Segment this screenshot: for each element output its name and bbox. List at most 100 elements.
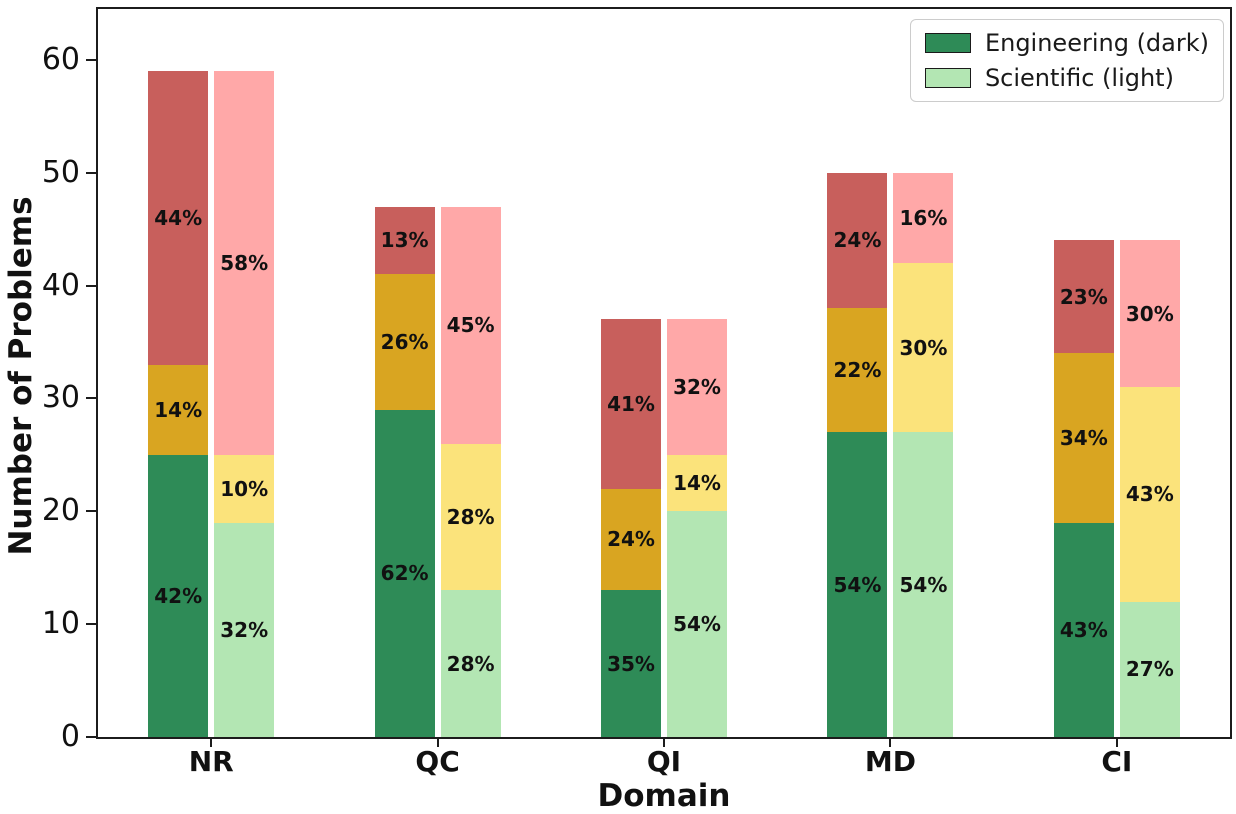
- segment-percent-label: 44%: [154, 205, 203, 230]
- segment-percent-label: 35%: [607, 651, 655, 676]
- x-tick-label-qi: QI: [646, 745, 682, 778]
- nr-engineering-segment-1: 14%: [148, 364, 209, 455]
- y-tick-mark: [86, 736, 96, 738]
- segment-percent-label: 23%: [1059, 284, 1108, 309]
- nr-engineering-segment-0: 42%: [148, 454, 209, 737]
- y-tick-label-30: 30: [41, 380, 80, 416]
- segment-percent-label: 27%: [1125, 657, 1174, 682]
- qc-engineering-segment-0: 62%: [374, 409, 435, 737]
- segment-percent-label: 24%: [607, 527, 655, 552]
- nr-scientific-bar: 32% 10% 58%: [214, 71, 275, 737]
- qi-engineering-segment-1: 24%: [601, 488, 662, 591]
- qc-engineering-segment-1: 26%: [374, 274, 435, 410]
- qi-scientific-bar: 54% 14% 32%: [667, 319, 728, 737]
- bar-group-md: 54% 22% 24% 54% 30% 16%: [777, 9, 1003, 737]
- segment-percent-label: 28%: [446, 651, 495, 676]
- legend-entry-engineering: Engineering (dark): [924, 29, 1209, 57]
- qi-scientific-segment-1: 14%: [667, 454, 728, 512]
- segment-percent-label: 13%: [380, 228, 429, 253]
- bar-group-qc: 62% 26% 13% 28% 28% 45%: [324, 9, 550, 737]
- ci-engineering-bar: 43% 34% 23%: [1053, 240, 1114, 737]
- qi-scientific-segment-2: 32%: [667, 319, 728, 455]
- y-tick-mark: [86, 510, 96, 513]
- qi-engineering-segment-2: 41%: [601, 319, 662, 489]
- segment-percent-label: 14%: [154, 397, 203, 422]
- x-tick-label-ci: CI: [1101, 745, 1133, 778]
- md-engineering-bar: 54% 22% 24%: [827, 172, 888, 737]
- segment-percent-label: 30%: [1125, 301, 1174, 326]
- y-tick-label-0: 0: [60, 719, 80, 754]
- y-tick-label-20: 20: [41, 493, 80, 529]
- segment-percent-label: 32%: [673, 375, 721, 400]
- legend-label-engineering: Engineering (dark): [984, 29, 1209, 57]
- segment-percent-label: 22%: [833, 358, 882, 383]
- y-tick-label-40: 40: [41, 267, 80, 303]
- segment-percent-label: 26%: [380, 329, 429, 354]
- segment-percent-label: 10%: [220, 476, 269, 501]
- qi-engineering-bar: 35% 24% 41%: [601, 319, 662, 737]
- segment-percent-label: 41%: [607, 392, 655, 417]
- segment-percent-label: 58%: [220, 250, 269, 275]
- ci-engineering-segment-0: 43%: [1053, 522, 1114, 737]
- x-tick-mark: [889, 739, 892, 747]
- ci-engineering-segment-1: 34%: [1053, 353, 1114, 523]
- nr-scientific-segment-1: 10%: [214, 454, 275, 523]
- bar-group-qi: 35% 24% 41% 54% 14% 32%: [551, 9, 777, 737]
- qc-scientific-segment-1: 28%: [440, 443, 501, 591]
- segment-percent-label: 43%: [1059, 617, 1108, 642]
- segment-percent-label: 32%: [220, 617, 269, 642]
- segment-percent-label: 43%: [1125, 482, 1174, 507]
- segment-percent-label: 54%: [899, 572, 948, 597]
- segment-percent-label: 62%: [380, 561, 429, 586]
- qi-scientific-segment-0: 54%: [667, 511, 728, 737]
- md-scientific-segment-1: 30%: [893, 262, 954, 433]
- nr-scientific-segment-2: 58%: [214, 71, 275, 455]
- qc-scientific-segment-0: 28%: [440, 590, 501, 737]
- segment-percent-label: 30%: [899, 335, 948, 360]
- x-tick-label-qc: QC: [415, 745, 460, 778]
- md-engineering-segment-0: 54%: [827, 432, 888, 737]
- md-scientific-segment-0: 54%: [893, 432, 954, 737]
- y-tick-mark: [86, 397, 96, 400]
- y-tick-mark: [86, 623, 96, 626]
- y-tick-mark: [86, 58, 96, 61]
- nr-scientific-segment-0: 32%: [214, 522, 275, 737]
- x-tick-label-nr: NR: [188, 745, 234, 778]
- qc-scientific-bar: 28% 28% 45%: [440, 206, 501, 737]
- md-engineering-segment-1: 22%: [827, 308, 888, 433]
- segment-percent-label: 24%: [833, 228, 882, 253]
- segment-percent-label: 54%: [673, 612, 721, 637]
- ci-scientific-segment-1: 43%: [1119, 387, 1180, 602]
- x-axis-label: Domain: [597, 778, 731, 814]
- qc-engineering-bar: 62% 26% 13%: [374, 206, 435, 737]
- y-tick-mark: [86, 171, 96, 174]
- x-tick-mark: [210, 739, 213, 747]
- engineering-swatch: [924, 33, 971, 53]
- y-tick-label-50: 50: [41, 154, 80, 190]
- nr-engineering-segment-2: 44%: [148, 71, 209, 365]
- md-scientific-bar: 54% 30% 16%: [893, 172, 954, 737]
- nr-engineering-bar: 42% 14% 44%: [148, 71, 209, 737]
- segment-percent-label: 28%: [446, 504, 495, 529]
- x-tick-mark: [1115, 739, 1118, 747]
- segment-percent-label: 42%: [154, 583, 203, 608]
- scientific-swatch: [924, 68, 971, 88]
- legend: Engineering (dark) Scientific (light): [909, 19, 1224, 102]
- segment-percent-label: 45%: [446, 313, 495, 338]
- x-tick-label-md: MD: [864, 745, 916, 778]
- segment-percent-label: 14%: [673, 471, 721, 496]
- x-tick-mark: [436, 739, 439, 747]
- bars-row: 42% 14% 44% 32% 10% 58% 62% 26% 13% 28% 28% 45% 35% 2…: [98, 9, 1230, 737]
- plot-area: 42% 14% 44% 32% 10% 58% 62% 26% 13% 28% 28% 45% 35% 2…: [96, 7, 1232, 739]
- bar-group-ci: 43% 34% 23% 27% 43% 30%: [1004, 9, 1230, 737]
- qc-scientific-segment-2: 45%: [440, 206, 501, 444]
- qi-engineering-segment-0: 35%: [601, 590, 662, 737]
- y-tick-label-10: 10: [41, 606, 80, 642]
- md-scientific-segment-2: 16%: [893, 172, 954, 263]
- legend-entry-scientific: Scientific (light): [924, 65, 1209, 91]
- y-tick-mark: [86, 284, 96, 287]
- segment-percent-label: 16%: [899, 205, 948, 230]
- ci-scientific-bar: 27% 43% 30%: [1119, 240, 1180, 737]
- y-tick-label-60: 60: [41, 41, 80, 77]
